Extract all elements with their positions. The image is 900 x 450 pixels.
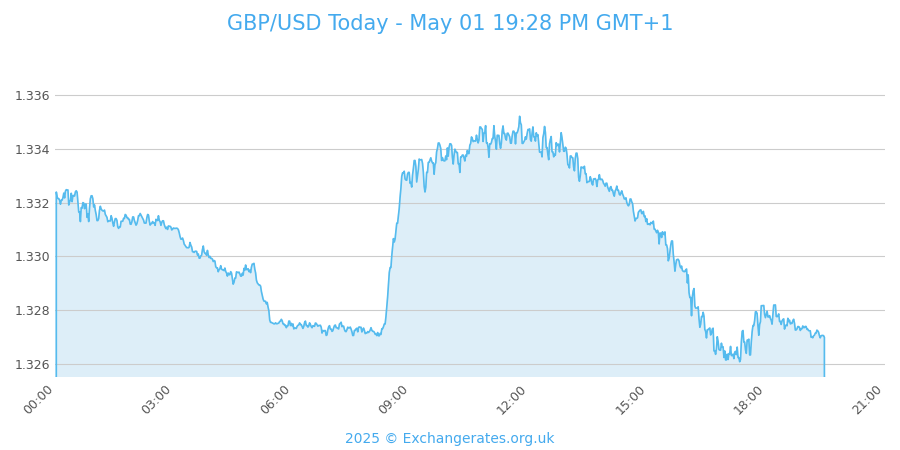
Text: GBP/USD Today - May 01 19:28 PM GMT+1: GBP/USD Today - May 01 19:28 PM GMT+1	[227, 14, 673, 33]
Text: 2025 © Exchangerates.org.uk: 2025 © Exchangerates.org.uk	[346, 432, 554, 446]
